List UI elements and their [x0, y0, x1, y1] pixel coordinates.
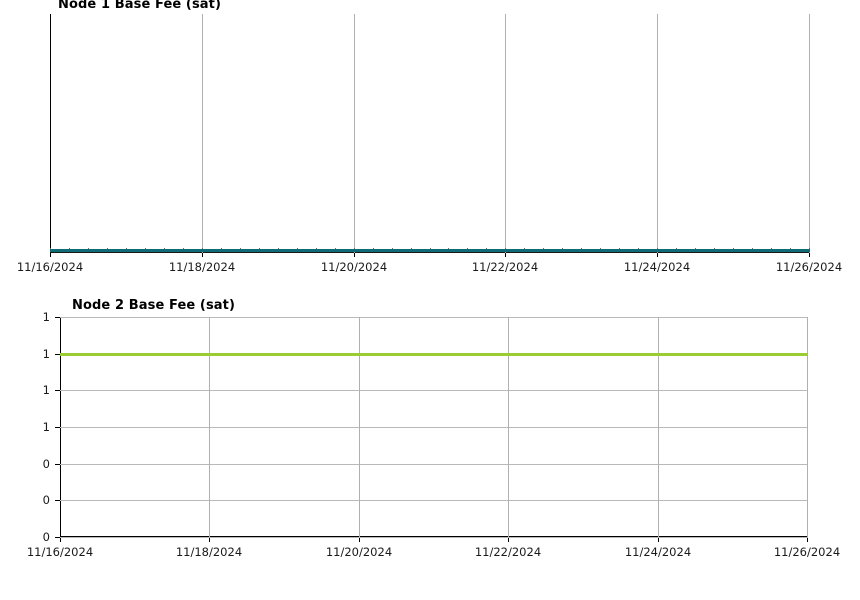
x-axis-label: 11/26/2024 [773, 545, 841, 559]
x-axis-tick [508, 538, 509, 542]
x-axis-label: 11/20/2024 [320, 260, 388, 274]
x-axis-label: 11/22/2024 [474, 545, 542, 559]
gridline-horizontal [60, 390, 808, 391]
y-axis-tick [55, 354, 60, 355]
y-axis-tick [55, 317, 60, 318]
y-axis-label: 1 [42, 420, 50, 434]
y-axis-tick [55, 390, 60, 391]
plot-area-node-1 [50, 14, 810, 257]
x-axis-tick [209, 538, 210, 542]
chart-title-node-2: Node 2 Base Fee (sat) [72, 298, 236, 313]
y-axis-label: 0 [42, 457, 50, 471]
gridline-vertical [359, 317, 360, 538]
x-axis-label: 11/18/2024 [168, 260, 236, 274]
chart-panel-node-1: Node 1 Base Fee (sat) 11/16/2024 11/18/20… [0, 0, 860, 292]
series-line-node-1 [50, 249, 810, 252]
gridline-vertical [209, 317, 210, 538]
gridline-horizontal [60, 427, 808, 428]
x-axis-label: 11/22/2024 [471, 260, 539, 274]
y-axis-label: 0 [42, 530, 50, 544]
gridline-vertical [505, 14, 506, 253]
x-axis-label: 11/20/2024 [325, 545, 393, 559]
x-axis-label: 11/18/2024 [175, 545, 243, 559]
gridline-horizontal [60, 537, 808, 538]
x-axis-tick [354, 253, 355, 257]
gridline-vertical [354, 14, 355, 253]
x-axis-tick [809, 253, 810, 257]
x-axis-tick [50, 253, 51, 257]
x-axis-label: 11/24/2024 [624, 545, 692, 559]
x-axis-label: 11/24/2024 [623, 260, 691, 274]
gridline-horizontal [60, 464, 808, 465]
x-axis-tick [657, 253, 658, 257]
x-axis-tick [505, 253, 506, 257]
x-axis-tick [807, 538, 808, 542]
y-axis-label: 1 [42, 310, 50, 324]
x-axis-tick [60, 538, 61, 542]
y-axis-label: 1 [42, 383, 50, 397]
y-axis-label: 1 [42, 347, 50, 361]
y-axis-tick [55, 537, 60, 538]
chart-title-node-1: Node 1 Base Fee (sat) [58, 0, 222, 12]
gridline-horizontal [60, 317, 808, 318]
x-axis-tick [202, 253, 203, 257]
series-line-node-2 [60, 353, 808, 356]
x-axis-line-node-1 [50, 251, 810, 253]
gridline-vertical [658, 317, 659, 538]
y-axis-tick [55, 427, 60, 428]
gridline-vertical [657, 14, 658, 253]
chart-panel-node-2: Node 2 Base Fee (sat) 1 1 1 1 0 0 0 11/16/2024 1… [0, 296, 860, 600]
y-axis-label: 0 [42, 493, 50, 507]
y-axis-line-node-1 [50, 14, 51, 253]
gridline-vertical [809, 14, 810, 253]
x-axis-tick [658, 538, 659, 542]
x-axis-label: 11/16/2024 [16, 260, 84, 274]
x-axis-tick [359, 538, 360, 542]
x-axis-label: 11/26/2024 [775, 260, 843, 274]
plot-area-node-2 [55, 317, 808, 542]
gridline-vertical [807, 317, 808, 538]
x-axis-label: 11/16/2024 [26, 545, 94, 559]
y-axis-tick [55, 500, 60, 501]
gridline-horizontal [60, 500, 808, 501]
y-axis-tick [55, 464, 60, 465]
gridline-vertical [508, 317, 509, 538]
gridline-vertical [202, 14, 203, 253]
